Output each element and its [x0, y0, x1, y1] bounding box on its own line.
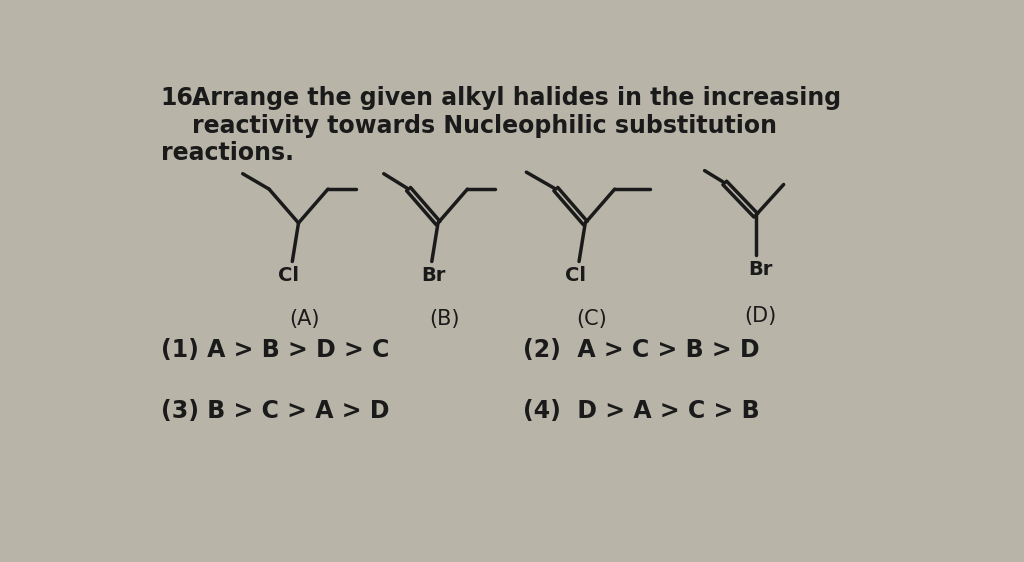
Text: (4)  D > A > C > B: (4) D > A > C > B [523, 398, 760, 423]
Text: (1) A > B > D > C: (1) A > B > D > C [161, 338, 389, 362]
Text: reactivity towards Nucleophilic substitution: reactivity towards Nucleophilic substitu… [191, 114, 776, 138]
Text: (A): (A) [290, 309, 319, 329]
Text: (B): (B) [429, 309, 460, 329]
Text: Br: Br [749, 260, 772, 279]
Text: (2)  A > C > B > D: (2) A > C > B > D [523, 338, 760, 362]
Text: (D): (D) [744, 306, 776, 326]
Text: Br: Br [421, 266, 445, 285]
Text: (C): (C) [577, 309, 607, 329]
Text: Cl: Cl [564, 266, 586, 285]
Text: 16.: 16. [161, 86, 203, 110]
Text: (3) B > C > A > D: (3) B > C > A > D [161, 398, 389, 423]
Text: reactions.: reactions. [161, 142, 294, 165]
Text: Arrange the given alkyl halides in the increasing: Arrange the given alkyl halides in the i… [191, 86, 841, 110]
Text: Cl: Cl [278, 266, 299, 285]
